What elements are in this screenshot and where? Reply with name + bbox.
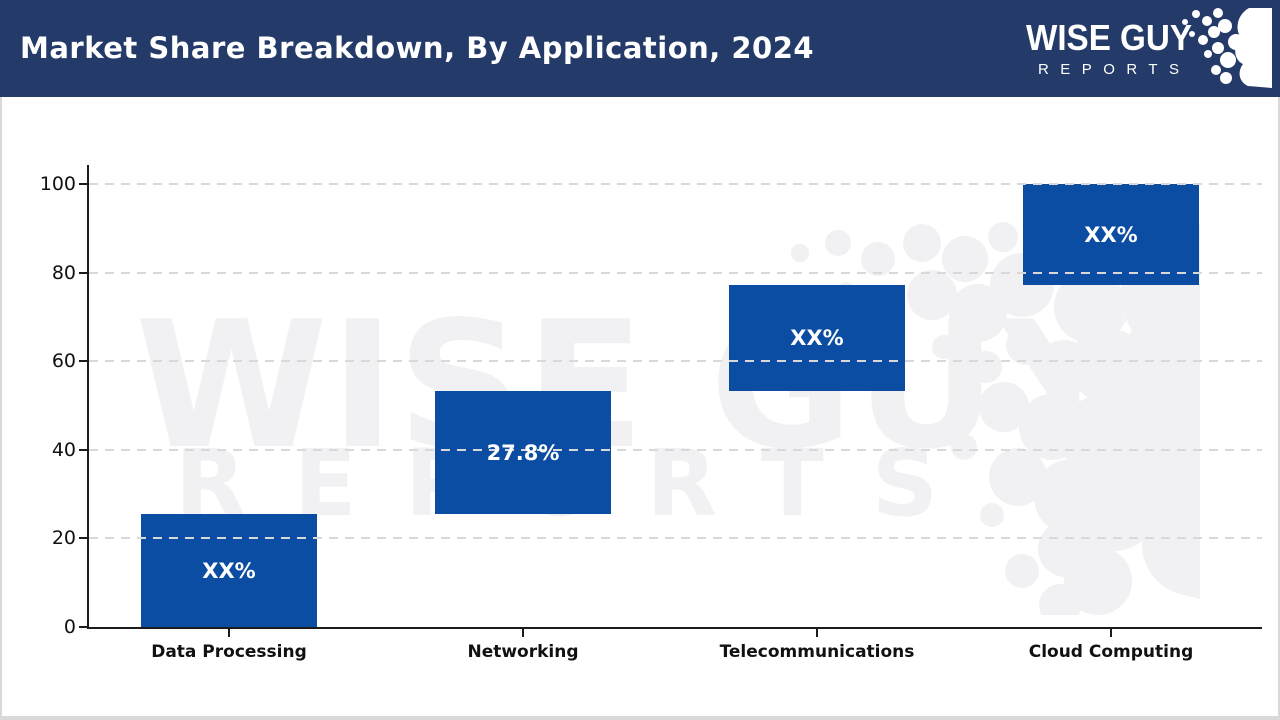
y-axis-tick-label: 100 [39, 173, 76, 195]
y-gridline [89, 360, 1262, 363]
y-axis-tick [79, 626, 87, 628]
bar-segment [141, 514, 317, 627]
x-axis-tick [816, 629, 818, 637]
logo-line2: REPORTS [1038, 61, 1186, 78]
y-gridline [89, 448, 1262, 451]
y-axis-tick-label: 60 [51, 350, 76, 373]
bar-value-label: 27.8% [486, 440, 560, 465]
y-axis-tick-label: 0 [63, 616, 76, 638]
y-axis-tick [79, 183, 87, 185]
y-gridline [89, 271, 1262, 274]
y-axis-tick [79, 360, 87, 363]
header-bar: Market Share Breakdown, By Application, … [0, 0, 1280, 97]
y-axis-line [87, 165, 89, 629]
bar-segment [729, 285, 905, 392]
x-axis-category-label: Telecommunications [719, 642, 915, 662]
logo-line1: WISE GUY [1026, 17, 1192, 58]
x-axis-category-label: Cloud Computing [1028, 642, 1194, 662]
x-axis-tick [228, 629, 230, 637]
wise-guy-reports-logo: WISE GUY REPORTS [1026, 8, 1272, 88]
y-axis-tick-label: 20 [51, 527, 76, 550]
x-axis-tick [522, 629, 524, 637]
y-axis-tick-label: 80 [51, 261, 76, 284]
x-axis-tick [1110, 629, 1112, 637]
y-axis-tick [79, 448, 87, 451]
bar-value-label: XX% [1084, 222, 1138, 247]
bar-segment [1023, 184, 1199, 285]
bar-value-label: XX% [202, 558, 256, 583]
y-axis-tick [79, 271, 87, 274]
bar-segment [435, 391, 611, 515]
page-title: Market Share Breakdown, By Application, … [20, 31, 815, 65]
logo-dotted-head-icon [1182, 8, 1272, 88]
x-axis-category-label: Data Processing [151, 642, 307, 662]
y-gridline [89, 537, 1262, 540]
y-axis-tick [79, 537, 87, 540]
y-gridline [89, 183, 1262, 185]
y-axis-tick-label: 40 [51, 438, 76, 461]
bar-value-label: XX% [790, 326, 844, 351]
x-axis-line [87, 627, 1262, 629]
x-axis-category-label: Networking [467, 642, 579, 662]
